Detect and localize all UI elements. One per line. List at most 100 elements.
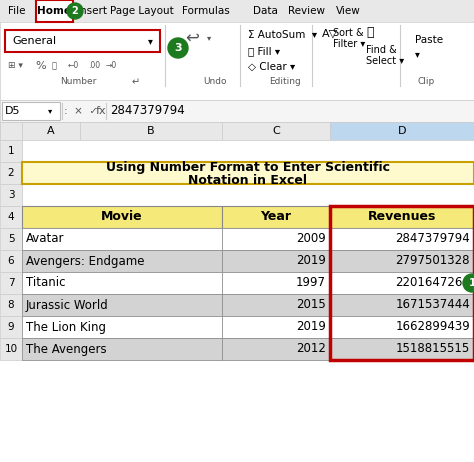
Circle shape	[463, 274, 474, 292]
Text: 5: 5	[8, 234, 14, 244]
Bar	[330, 272, 474, 294]
Bar	[330, 250, 474, 272]
Bar	[22, 206, 222, 228]
Bar	[22, 228, 222, 250]
Text: Editing: Editing	[269, 78, 301, 86]
Text: →0: →0	[106, 61, 117, 71]
Text: File: File	[8, 6, 26, 16]
Text: 1: 1	[8, 146, 14, 156]
Text: 4: 4	[8, 212, 14, 222]
Bar	[22, 294, 474, 316]
Bar	[0, 100, 474, 122]
Bar	[0, 206, 22, 228]
Text: Titanic: Titanic	[26, 276, 65, 290]
Bar	[222, 316, 330, 338]
Text: Notation in Excel: Notation in Excel	[189, 174, 308, 187]
Bar	[0, 272, 22, 294]
Bar	[22, 162, 474, 184]
Bar	[330, 206, 474, 360]
Bar	[22, 294, 222, 316]
Text: ▾: ▾	[415, 49, 420, 59]
Text: Year: Year	[261, 211, 292, 224]
Text: A▽: A▽	[322, 28, 338, 38]
Bar	[22, 184, 474, 206]
Bar	[222, 272, 330, 294]
Bar	[330, 228, 474, 250]
Text: 10: 10	[4, 344, 18, 354]
Text: Paste: Paste	[415, 35, 443, 45]
Bar	[0, 294, 22, 316]
Text: .00: .00	[88, 61, 100, 71]
Bar	[0, 22, 474, 100]
Text: %: %	[35, 61, 46, 71]
Text: Data: Data	[253, 6, 277, 16]
Text: ▾: ▾	[48, 107, 52, 116]
Bar	[22, 272, 474, 294]
Bar	[0, 122, 474, 140]
Bar	[0, 184, 22, 206]
Bar	[22, 250, 474, 272]
Circle shape	[168, 38, 188, 58]
Text: ，: ，	[52, 61, 57, 71]
Bar	[22, 162, 474, 184]
Bar	[80, 122, 222, 140]
Text: ←0: ←0	[68, 61, 79, 71]
Text: 7: 7	[8, 278, 14, 288]
Text: 2201647264: 2201647264	[395, 276, 470, 290]
Circle shape	[67, 3, 83, 19]
Text: Movie: Movie	[101, 211, 143, 224]
Text: ↵: ↵	[132, 77, 140, 87]
Bar	[2, 102, 60, 120]
Text: 2009: 2009	[296, 232, 326, 245]
Text: ↩: ↩	[185, 29, 199, 47]
Bar	[222, 338, 330, 360]
Text: 2019: 2019	[296, 255, 326, 267]
Text: Undo: Undo	[203, 78, 227, 86]
Text: 2847379794: 2847379794	[110, 104, 185, 117]
Text: 1997: 1997	[296, 276, 326, 290]
Text: 1671537444: 1671537444	[395, 298, 470, 311]
Text: A: A	[47, 126, 55, 136]
Bar	[22, 338, 474, 360]
Bar	[330, 338, 474, 360]
Bar	[0, 140, 22, 162]
Text: ◇ Clear ▾: ◇ Clear ▾	[248, 62, 295, 72]
Text: 2797501328: 2797501328	[395, 255, 470, 267]
Text: General: General	[12, 36, 56, 46]
Text: 1: 1	[468, 278, 474, 288]
Text: 🔍: 🔍	[366, 26, 374, 39]
Text: 2: 2	[8, 168, 14, 178]
Text: Σ AutoSum  ▾: Σ AutoSum ▾	[248, 30, 317, 40]
Text: ▾: ▾	[148, 36, 153, 46]
Text: Jurassic World: Jurassic World	[26, 298, 109, 311]
Bar	[22, 316, 222, 338]
Text: D: D	[398, 126, 406, 136]
Text: 2012: 2012	[296, 342, 326, 355]
Text: 8: 8	[8, 300, 14, 310]
Text: The Avengers: The Avengers	[26, 342, 107, 355]
Bar	[0, 162, 22, 184]
Text: Avengers: Endgame: Avengers: Endgame	[26, 255, 145, 267]
Text: Clip: Clip	[418, 78, 435, 86]
Text: Insert: Insert	[77, 6, 107, 16]
Bar	[330, 122, 474, 140]
Bar	[0, 0, 474, 140]
Bar	[330, 294, 474, 316]
Text: Home: Home	[36, 6, 71, 16]
Text: 3: 3	[174, 43, 182, 53]
Bar	[22, 122, 80, 140]
Bar	[0, 0, 474, 22]
Bar	[222, 250, 330, 272]
Bar	[22, 206, 474, 228]
Bar	[330, 206, 474, 228]
Bar	[5, 30, 160, 52]
Bar	[0, 250, 22, 272]
Bar	[22, 316, 474, 338]
Text: Formulas: Formulas	[182, 6, 230, 16]
Text: Using Number Format to Enter Scientific: Using Number Format to Enter Scientific	[106, 162, 390, 175]
Bar	[22, 140, 474, 162]
Bar	[222, 122, 330, 140]
Text: The Lion King: The Lion King	[26, 321, 106, 334]
Text: ⬜ Fill ▾: ⬜ Fill ▾	[248, 46, 280, 56]
Text: :  ×  ✓: : × ✓	[64, 106, 98, 116]
